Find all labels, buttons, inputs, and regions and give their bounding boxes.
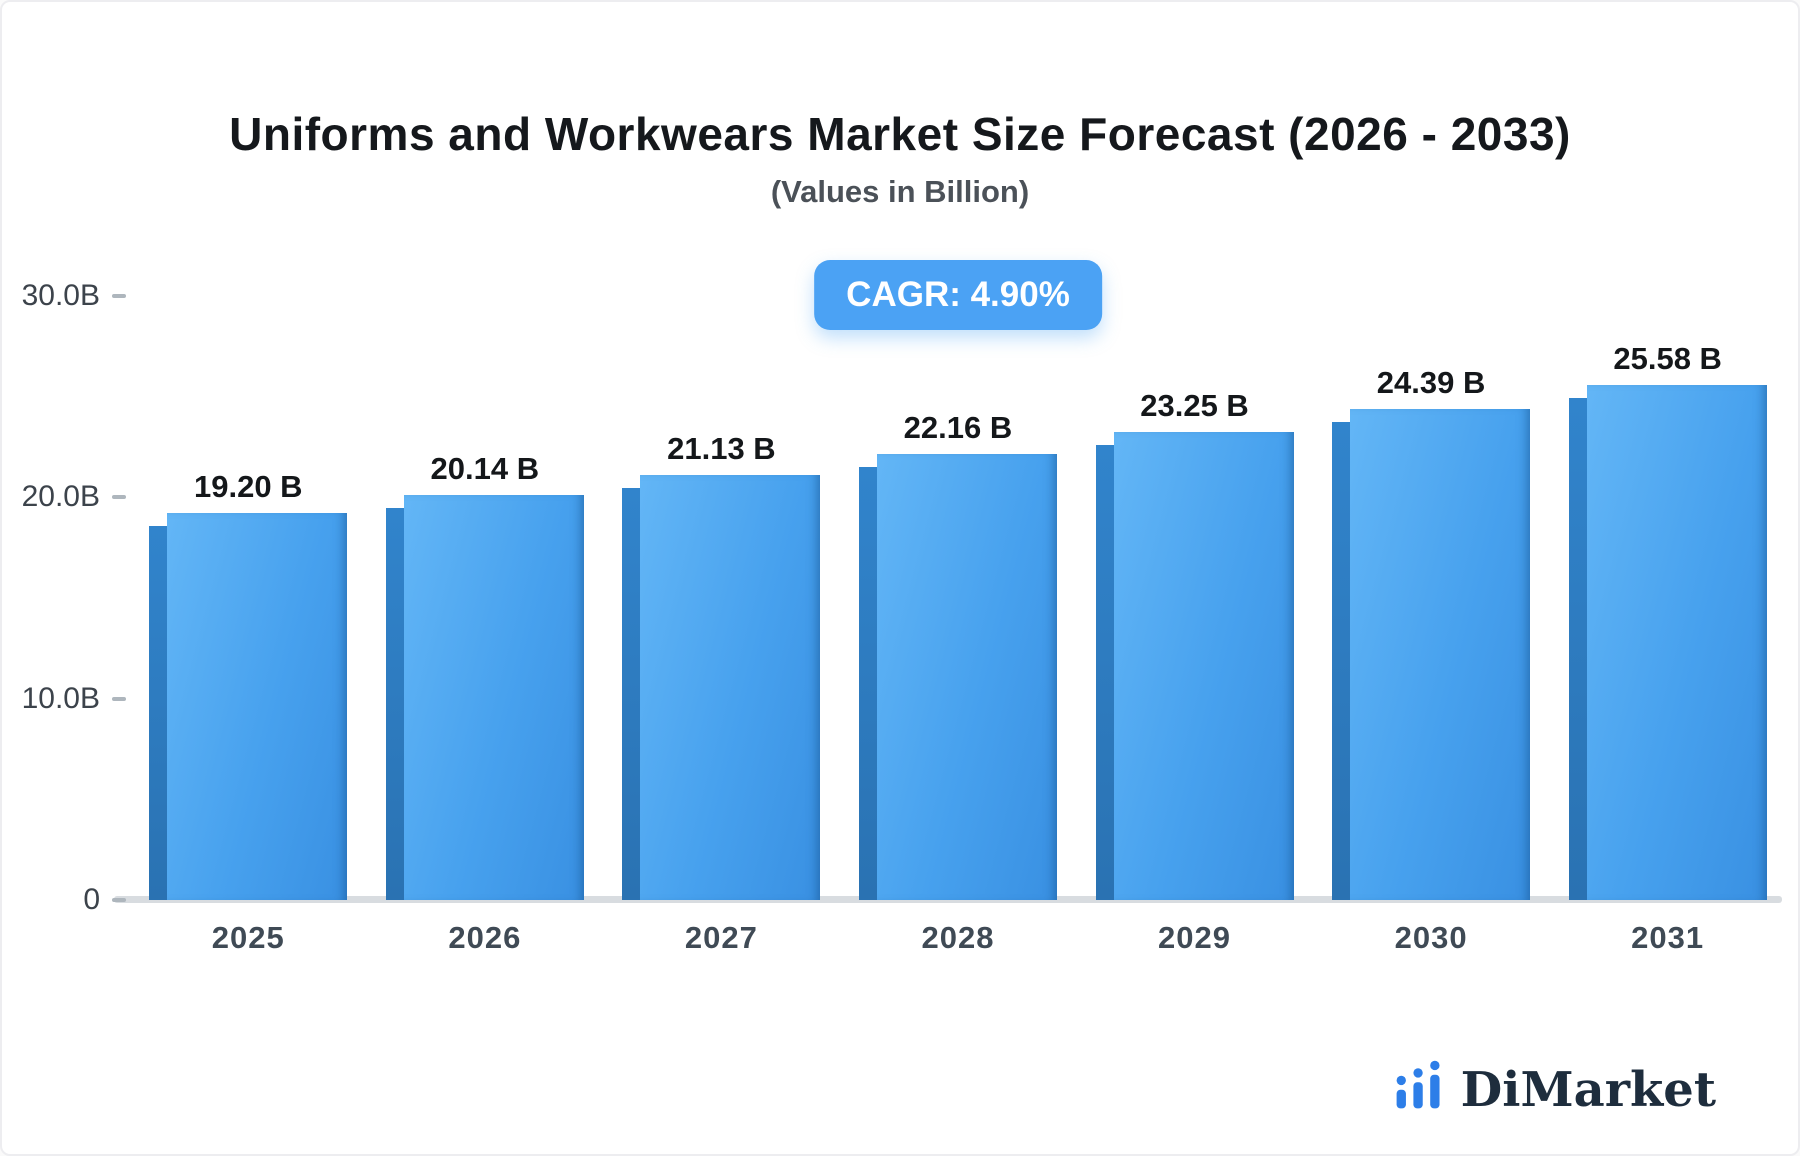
bar-2027: 21.13 B	[622, 431, 821, 900]
dimarket-logo-text: DiMarket	[1460, 1062, 1716, 1118]
x-axis-label: 2027	[684, 920, 758, 955]
chart-title: Uniforms and Workwears Market Size Forec…	[229, 108, 1571, 160]
bar-front-face	[1586, 385, 1767, 900]
y-axis-tick-label: 30.0B	[21, 279, 100, 312]
bar-side-face	[1568, 398, 1587, 900]
y-axis-tick-label: 10.0B	[21, 681, 100, 715]
bar-front-face	[403, 494, 584, 900]
y-axis-tick-mark	[112, 495, 126, 500]
plot-area: 19.20 B 20.14 B 21.13 B 22.16 B 23.25 B 24.39…	[130, 296, 1786, 900]
bar-side-face	[1095, 444, 1114, 900]
x-axis-label: 2028	[921, 920, 995, 955]
y-axis-tick-mark	[112, 294, 126, 298]
bar-value-label: 21.13 B	[667, 430, 776, 466]
bar-front-face	[1350, 408, 1531, 900]
bar-2031: 25.58 B	[1568, 341, 1767, 900]
x-axis-label: 2025	[211, 920, 285, 955]
y-axis-tick: 20.0B	[22, 480, 126, 514]
bar-front-face	[167, 513, 348, 900]
y-axis-tick-label: 20.0B	[21, 480, 100, 514]
dimarket-bars-icon	[1391, 1058, 1447, 1114]
x-axis-label: 2026	[448, 920, 522, 955]
x-axis-label: 2031	[1631, 920, 1705, 955]
bar-2025: 19.20 B	[149, 469, 348, 900]
cagr-badge: CAGR: 4.90%	[814, 260, 1102, 330]
bar-2030: 24.39 B	[1332, 365, 1531, 900]
y-axis-tick-mark	[112, 696, 126, 701]
bar-value-label: 23.25 B	[1140, 387, 1249, 423]
bar-value-label: 25.58 B	[1613, 341, 1722, 376]
y-axis-tick-label: 0	[83, 883, 100, 916]
y-axis-tick-mark	[112, 898, 126, 902]
bar-side-face	[858, 466, 877, 900]
y-axis-tick: 0	[83, 883, 126, 917]
bar-value-label: 24.39 B	[1376, 364, 1486, 400]
bar-front-face	[640, 474, 821, 900]
bars-row: 19.20 B 20.14 B 21.13 B 22.16 B 23.25 B 24.39…	[130, 296, 1786, 900]
bar-front-face	[876, 453, 1057, 900]
bar-side-face	[149, 526, 168, 900]
chart-subtitle: (Values in Billion)	[770, 174, 1030, 209]
bar-value-label: 22.16 B	[903, 409, 1013, 445]
y-axis-tick: 30.0B	[22, 279, 126, 313]
bar-2026: 20.14 B	[385, 451, 584, 900]
y-axis-tick: 10.0B	[22, 682, 126, 716]
bar-2029: 23.25 B	[1095, 388, 1294, 900]
bar-value-label: 20.14 B	[430, 450, 540, 486]
dimarket-logo: DiMarket	[1391, 1058, 1716, 1114]
x-axis-label: 2029	[1158, 920, 1232, 955]
bar-side-face	[622, 487, 641, 900]
bar-side-face	[1332, 421, 1351, 900]
bar-2028: 22.16 B	[858, 410, 1057, 900]
x-axis-label: 2030	[1394, 920, 1468, 955]
bar-front-face	[1113, 431, 1294, 900]
y-axis: 0 10.0B 20.0B 30.0B	[2, 279, 126, 916]
bar-value-label: 19.20 B	[193, 469, 303, 505]
x-axis-labels: 2025 2026 2027 2028 2029 2030 2031	[130, 920, 1786, 956]
bar-side-face	[385, 507, 404, 900]
